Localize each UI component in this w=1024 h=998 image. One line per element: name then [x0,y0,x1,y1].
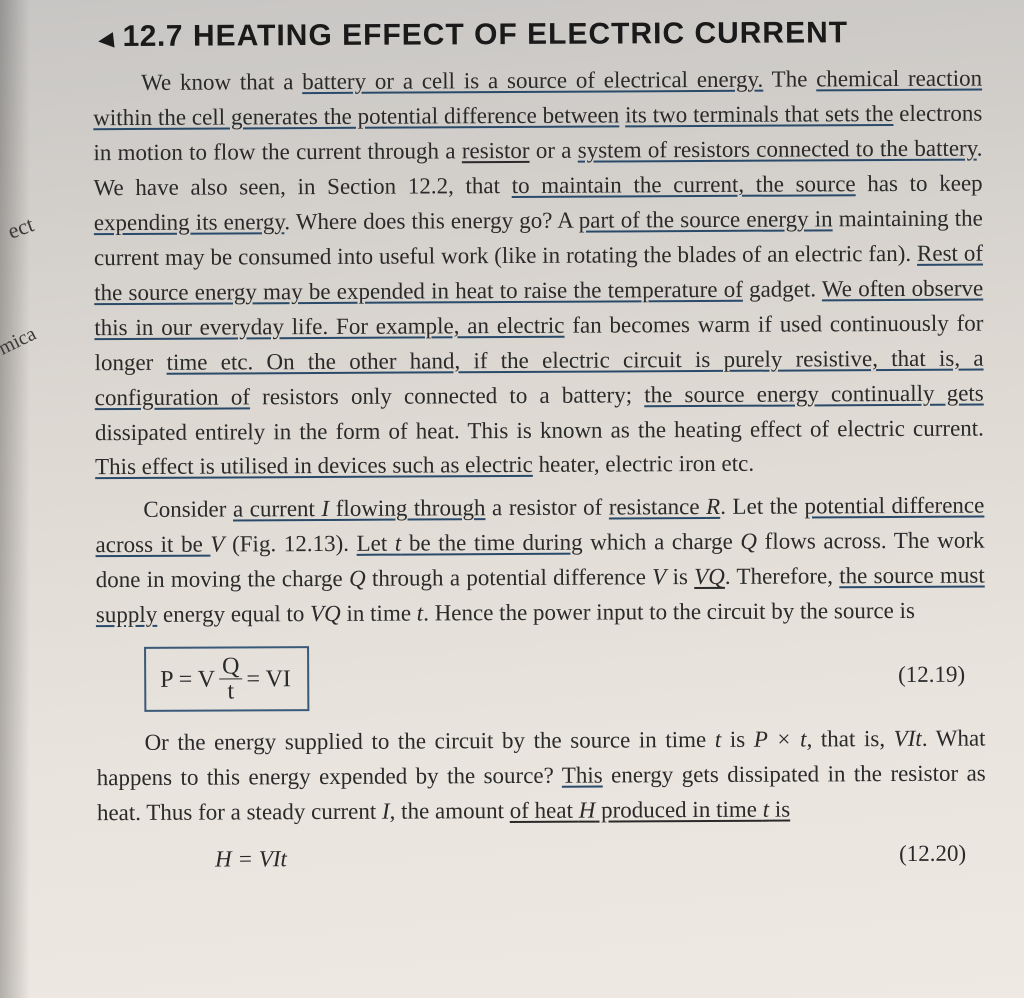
equation-number: (12.20) [899,837,966,872]
text-underlined: the source energy continually gets [644,380,984,407]
text: dissipated entirely in the form of heat.… [95,415,984,445]
text-underlined: be the time during [401,530,582,556]
var: VQ [310,601,341,626]
paragraph-3: Or the energy supplied to the circuit by… [96,722,986,832]
var: H [579,798,596,823]
text: . Where does this energy go? A [284,207,579,234]
text-underlined: This effect is utilised in devices such … [95,452,533,479]
var: V [210,532,224,557]
equation-12-20: H = VIt (12.20) [145,835,986,878]
text-underlined: resistance [609,494,706,520]
text: The [763,66,816,91]
var: V [652,565,666,590]
text-underlined: a current [233,496,322,521]
var: VQ [694,564,725,589]
text-underlined: expending its energy [94,209,285,235]
text-underlined: Let [357,531,395,556]
text: has to keep [856,170,983,196]
section-number: 12.7 [122,20,183,54]
paragraph-1: We know that a battery or a cell is a so… [93,62,984,486]
text-underlined: to maintain the current, the source [512,171,856,198]
text: Consider [143,497,233,522]
section-title: HEATING EFFECT OF ELECTRIC CURRENT [193,16,848,53]
text: a resistor of [485,495,609,521]
text-underlined: This [562,763,603,788]
denominator: t [224,680,237,704]
var: Q [740,529,757,554]
text-underlined: of heat [510,798,579,823]
text-underlined: produced in time [595,797,762,823]
text: (Fig. 12.13). [224,531,356,557]
var: P × t [754,727,807,752]
text: is [721,727,754,752]
text: or a [529,138,577,163]
text: gadget. [743,276,822,301]
textbook-page: ◄ 12.7 HEATING EFFECT OF ELECTRIC CURREN… [0,0,1024,899]
text-underlined: flowing through [329,496,485,522]
text: energy equal to [157,601,310,627]
text: through a potential difference [366,565,653,591]
text: , the amount [390,798,510,824]
var: VIt [894,726,922,751]
text: which a charge [582,529,740,555]
text-underlined: is [769,797,790,822]
formula-rhs: = VI [246,661,291,698]
text: . Hence the power input to the circuit b… [423,598,915,626]
numerator: Q [219,655,242,680]
text: We know that a [141,69,302,95]
text-underlined: its two terminals that sets the [625,101,893,127]
text-underlined: part of the source energy in [579,206,833,232]
text-underlined: battery or a cell is a source of electri… [302,67,763,94]
text: . Let the [720,494,804,519]
text: Or the energy supplied to the circuit by… [144,727,714,755]
text: in time [341,601,417,626]
equation-number: (12.19) [898,658,965,693]
text: heater, electric iron etc. [533,451,754,477]
text: . Therefore, [725,564,839,590]
text: is [666,564,694,589]
text-underlined: resistor [462,138,530,163]
var: Q [349,566,366,591]
bookmark-icon: ◄ [91,24,120,57]
formula-lhs: P = V [160,661,215,698]
var: I [321,496,329,521]
formula-text: H = VIt [215,842,287,877]
text: , that is, [806,726,893,751]
body-text: We know that a battery or a cell is a so… [93,62,986,879]
text: resistors only connected to a battery; [250,382,644,409]
formula-box: P = V Q t = VI [144,646,309,712]
text-underlined: system of resistors connected to the bat… [578,135,977,162]
fraction: Q t [219,655,243,704]
section-heading: ◄ 12.7 HEATING EFFECT OF ELECTRIC CURREN… [93,16,982,55]
paragraph-2: Consider a current I flowing through a r… [95,489,985,633]
var: I [382,799,390,824]
var: R [706,494,720,519]
equation-12-19: P = V Q t = VI (12.19) [144,643,985,712]
